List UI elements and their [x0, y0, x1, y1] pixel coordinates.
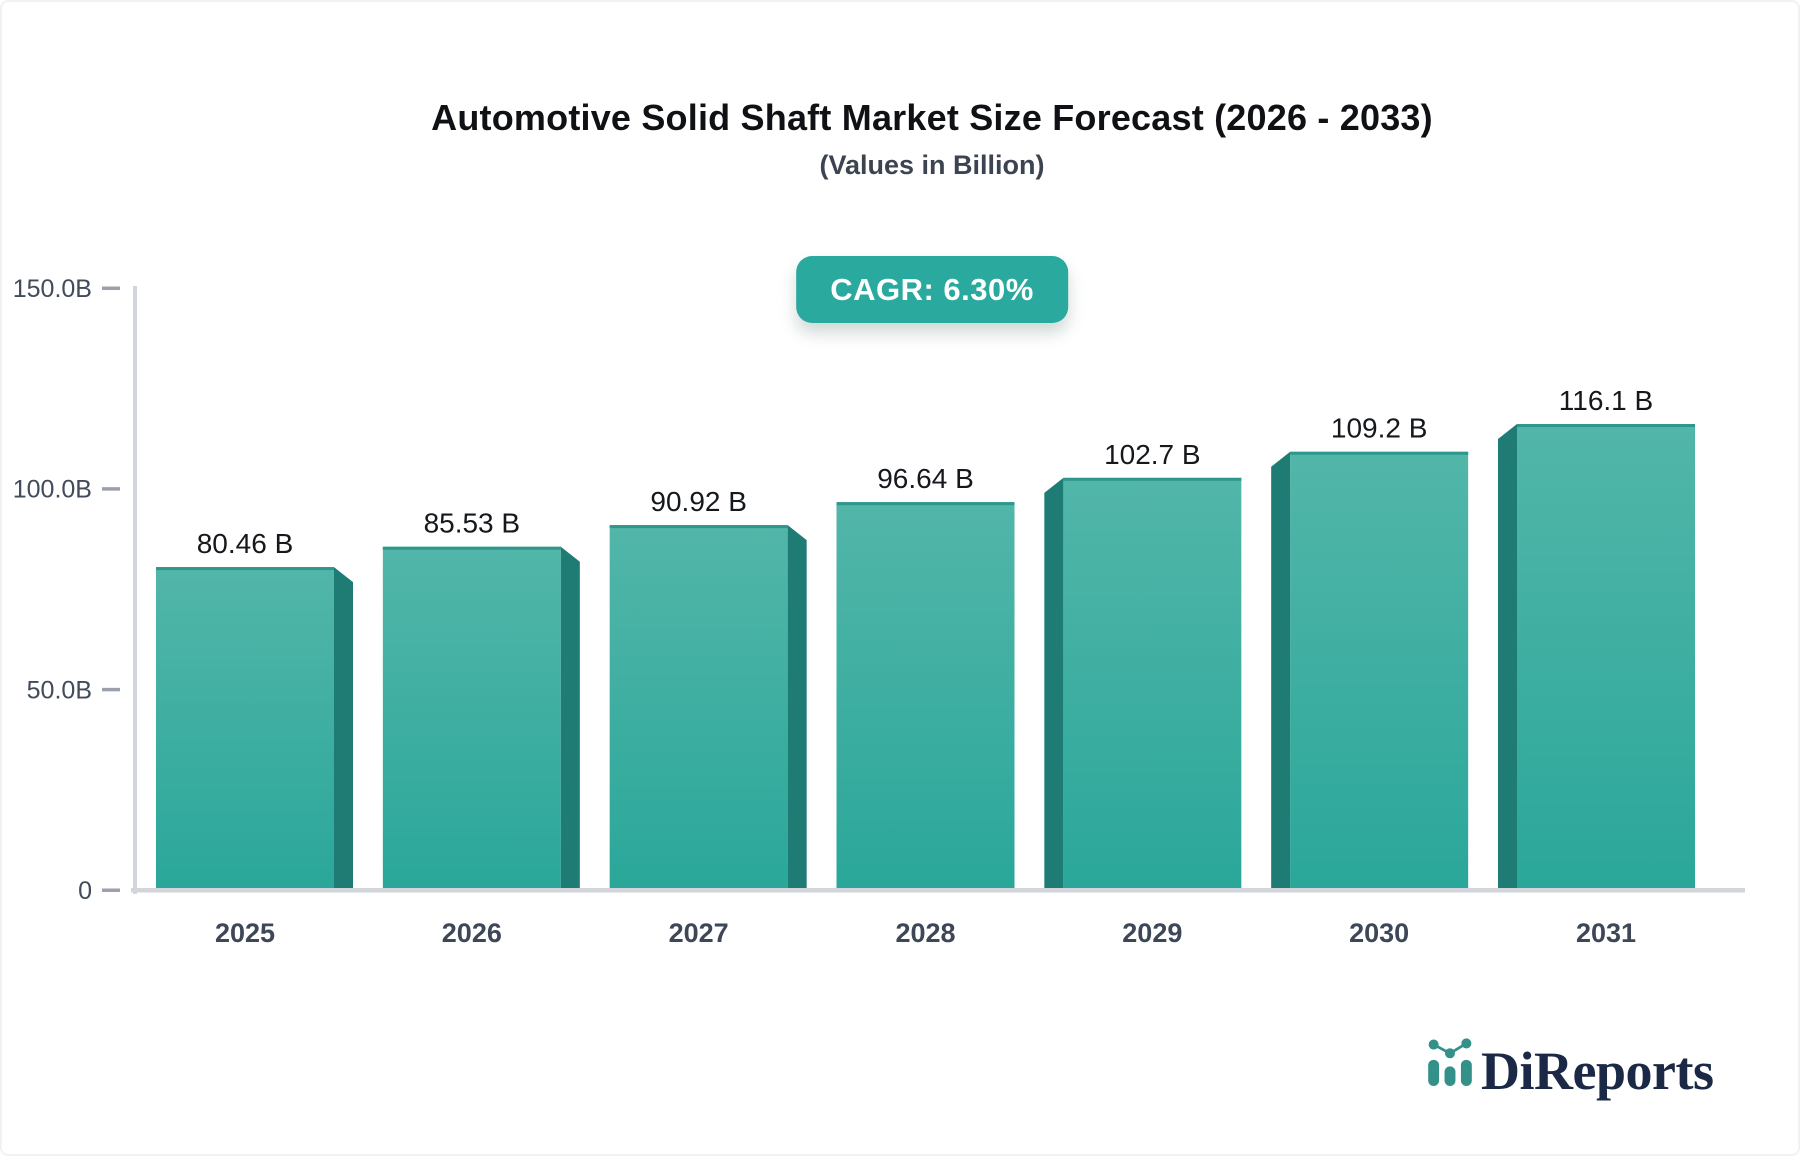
x-axis-line [131, 888, 1745, 893]
bar-value-label: 80.46 B [197, 528, 294, 559]
bar-top-edge [1516, 424, 1695, 428]
y-axis-tick [102, 286, 120, 290]
chart-subtitle: (Values in Billion) [819, 150, 1045, 180]
direports-logo: DiReports [1427, 1038, 1714, 1101]
bar-face [1063, 477, 1242, 890]
bar-face [382, 546, 561, 890]
x-axis-category-label: 2025 [215, 918, 275, 948]
y-axis-tick-label: 150.0B [13, 275, 92, 303]
y-axis-tick [102, 888, 120, 892]
bar-top-edge [1290, 451, 1469, 455]
bar-top-edge [156, 567, 334, 571]
x-axis-category-label: 2031 [1576, 918, 1636, 948]
bar-2025: 80.46 B 2025 [156, 528, 353, 948]
bar-2031: 116.1 B 2031 [1497, 385, 1695, 948]
bar-top-edge [609, 525, 788, 529]
bar-face [836, 502, 1015, 890]
bar-side-panel [787, 525, 807, 890]
y-axis-tick [102, 687, 120, 692]
bar-face [609, 525, 788, 890]
bar-side-panel [334, 567, 353, 890]
cagr-badge-label: CAGR: 6.30% [830, 271, 1034, 307]
bar-value-label: 96.64 B [877, 463, 974, 494]
direports-logo-text: DiReports [1481, 1041, 1714, 1101]
y-axis-tick [102, 487, 120, 491]
bar-top-edge [382, 546, 561, 550]
bar-value-label: 85.53 B [424, 508, 521, 539]
bar-top-edge [836, 502, 1015, 506]
bar-2027: 90.92 B 2027 [609, 486, 807, 948]
x-axis-category-label: 2029 [1122, 918, 1182, 948]
bar-face [156, 567, 334, 890]
direports-logo-icon [1428, 1038, 1472, 1086]
bar-side-panel [1271, 451, 1291, 890]
bar-value-label: 102.7 B [1104, 439, 1201, 470]
bar-value-label: 116.1 B [1559, 385, 1653, 416]
x-axis-category-label: 2027 [669, 918, 729, 948]
bar-side-panel [1044, 477, 1064, 890]
bar-side-panel [1497, 424, 1517, 890]
bar-2030: 109.2 B 2030 [1271, 413, 1469, 948]
bar-value-label: 109.2 B [1331, 413, 1428, 444]
y-axis-tick-label: 50.0B [27, 676, 92, 704]
bar-2026: 85.53 B 2026 [382, 508, 580, 948]
bar-value-label: 90.92 B [650, 486, 747, 517]
y-axis-tick-label: 100.0B [13, 476, 92, 504]
bar-2028: 96.64 B 2028 [836, 463, 1015, 948]
cagr-badge: CAGR: 6.30% [796, 256, 1068, 323]
bar-top-edge [1063, 477, 1242, 481]
y-axis-tick-label: 0 [78, 877, 92, 905]
chart-title: Automotive Solid Shaft Market Size Forec… [431, 97, 1433, 138]
x-axis-category-label: 2026 [442, 918, 502, 948]
x-axis-category-label: 2028 [895, 918, 955, 948]
bar-face [1516, 424, 1695, 890]
bar-side-panel [560, 546, 580, 890]
x-axis-category-label: 2030 [1349, 918, 1409, 948]
y-axis-line [133, 286, 137, 894]
bar-face [1290, 451, 1469, 890]
bar-2029: 102.7 B 2029 [1044, 439, 1242, 948]
